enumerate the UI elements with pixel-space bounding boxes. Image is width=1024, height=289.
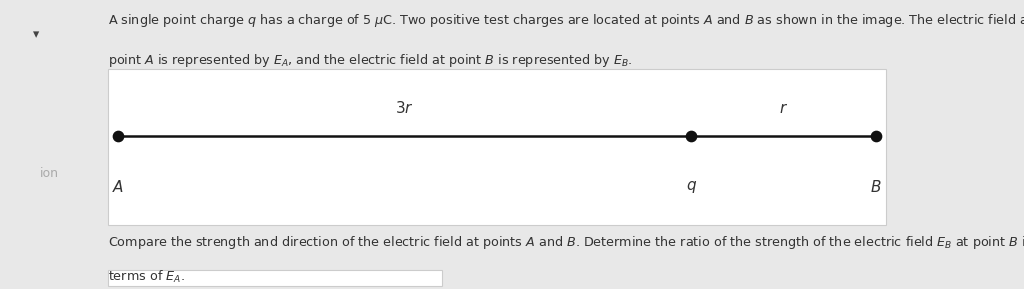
- Text: $3r$: $3r$: [395, 100, 414, 116]
- Text: ▾: ▾: [33, 28, 39, 41]
- Text: Compare the strength and direction of the electric field at points $A$ and $B$. : Compare the strength and direction of th…: [108, 234, 1024, 251]
- Text: $B$: $B$: [869, 179, 882, 195]
- Text: $q$: $q$: [686, 179, 696, 195]
- Point: [110, 134, 126, 138]
- Text: A single point charge $q$ has a charge of 5 $\mu$C. Two positive test charges ar: A single point charge $q$ has a charge o…: [108, 12, 1024, 29]
- Text: terms of $E_A$.: terms of $E_A$.: [108, 269, 184, 285]
- Text: $A$: $A$: [112, 179, 124, 195]
- FancyBboxPatch shape: [108, 69, 886, 225]
- FancyBboxPatch shape: [108, 270, 441, 286]
- Text: ion: ion: [40, 167, 59, 180]
- Point: [683, 134, 699, 138]
- Point: [867, 134, 884, 138]
- Text: $r$: $r$: [779, 101, 787, 116]
- Text: point $A$ is represented by $E_A$, and the electric field at point $B$ is repres: point $A$ is represented by $E_A$, and t…: [108, 52, 632, 69]
